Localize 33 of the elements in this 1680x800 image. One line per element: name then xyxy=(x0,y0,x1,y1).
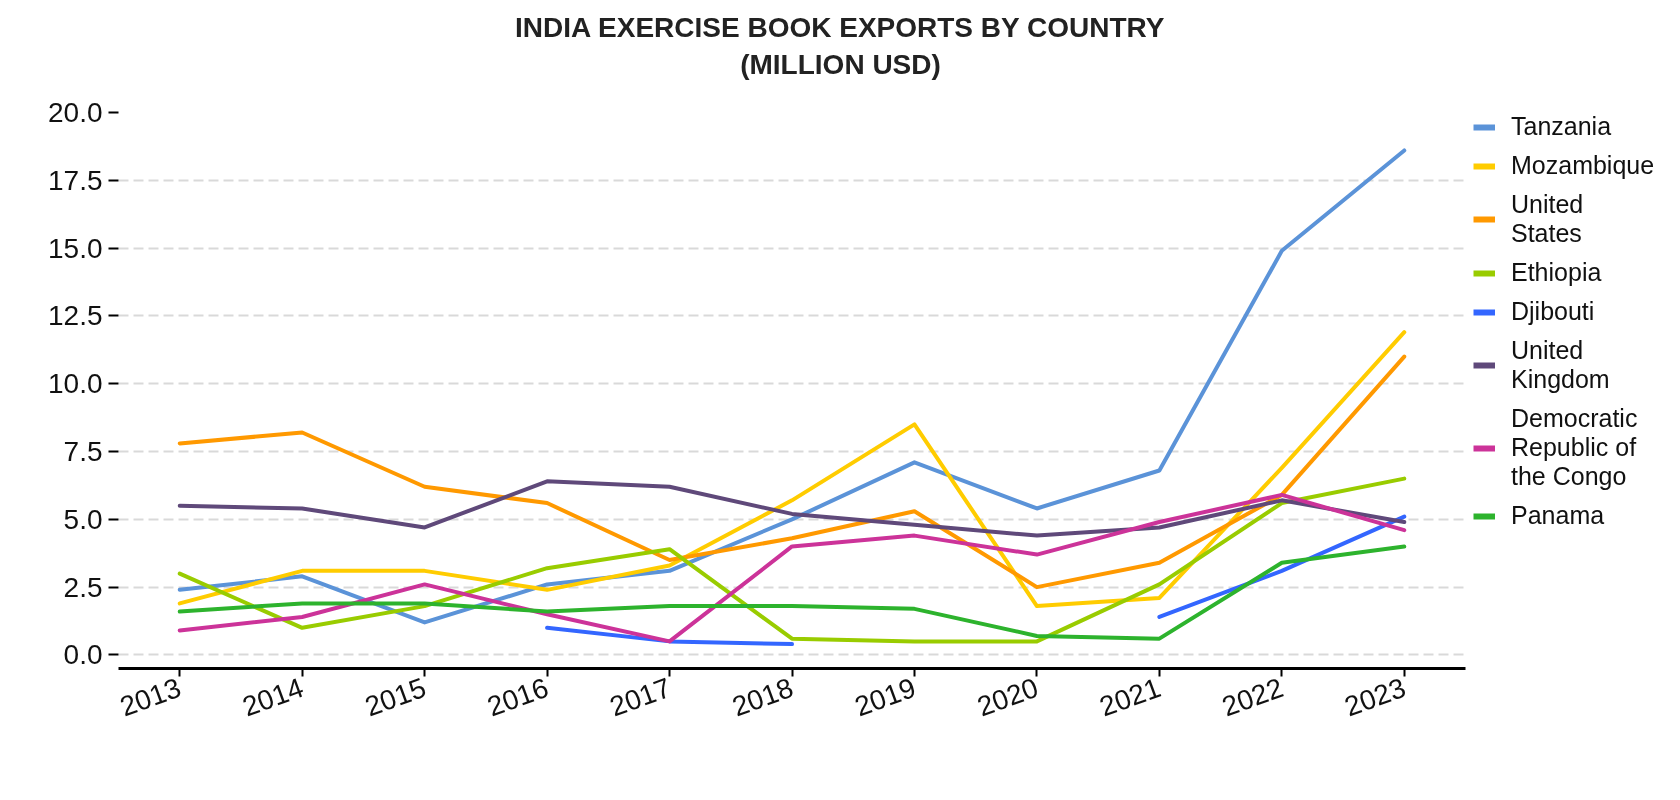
line-series xyxy=(177,479,1407,538)
line-series xyxy=(177,354,1407,590)
y-tick-label: 2.5 xyxy=(63,571,103,603)
x-tick-label: 2019 xyxy=(850,671,920,723)
x-tick-label: 2020 xyxy=(973,671,1043,723)
x-tick-label: 2017 xyxy=(605,671,675,723)
y-tick-label: 12.5 xyxy=(48,300,103,332)
legend-label: Panama xyxy=(1511,501,1605,530)
y-tick-label: 20.0 xyxy=(48,97,103,128)
legend-label: Ethiopia xyxy=(1511,258,1602,287)
y-tick-label: 15.0 xyxy=(48,232,103,264)
x-tick-label: 2015 xyxy=(360,671,430,723)
legend-label: Mozambique xyxy=(1511,151,1655,180)
x-tick-label: 2016 xyxy=(483,671,553,723)
chart-title: INDIA EXERCISE BOOK EXPORTS BY COUNTRY (MILLION USD) xyxy=(515,12,1165,80)
x-tick-label: 2013 xyxy=(115,671,186,723)
y-tick-label: 7.5 xyxy=(63,436,103,468)
line-series xyxy=(177,330,1407,609)
x-tick-label: 2021 xyxy=(1095,671,1165,723)
y-tick-label: 17.5 xyxy=(48,164,103,196)
legend-label: Tanzania xyxy=(1511,112,1612,141)
legend-label: United Kingdom xyxy=(1511,336,1610,394)
line-series xyxy=(177,544,1407,641)
legend-label: United States xyxy=(1511,190,1584,248)
y-tick-label: 10.0 xyxy=(48,368,103,400)
y-tick-label: 0.0 xyxy=(63,639,103,671)
legend-label: Djibouti xyxy=(1511,297,1595,326)
legend-label: Democratic Republic of the Congo xyxy=(1511,404,1638,491)
y-tick-label: 5.0 xyxy=(63,503,103,535)
x-tick-label: 2022 xyxy=(1217,671,1288,723)
x-tick-label: 2014 xyxy=(238,671,308,723)
x-tick-label: 2023 xyxy=(1340,671,1410,723)
x-tick-label: 2018 xyxy=(728,671,798,723)
